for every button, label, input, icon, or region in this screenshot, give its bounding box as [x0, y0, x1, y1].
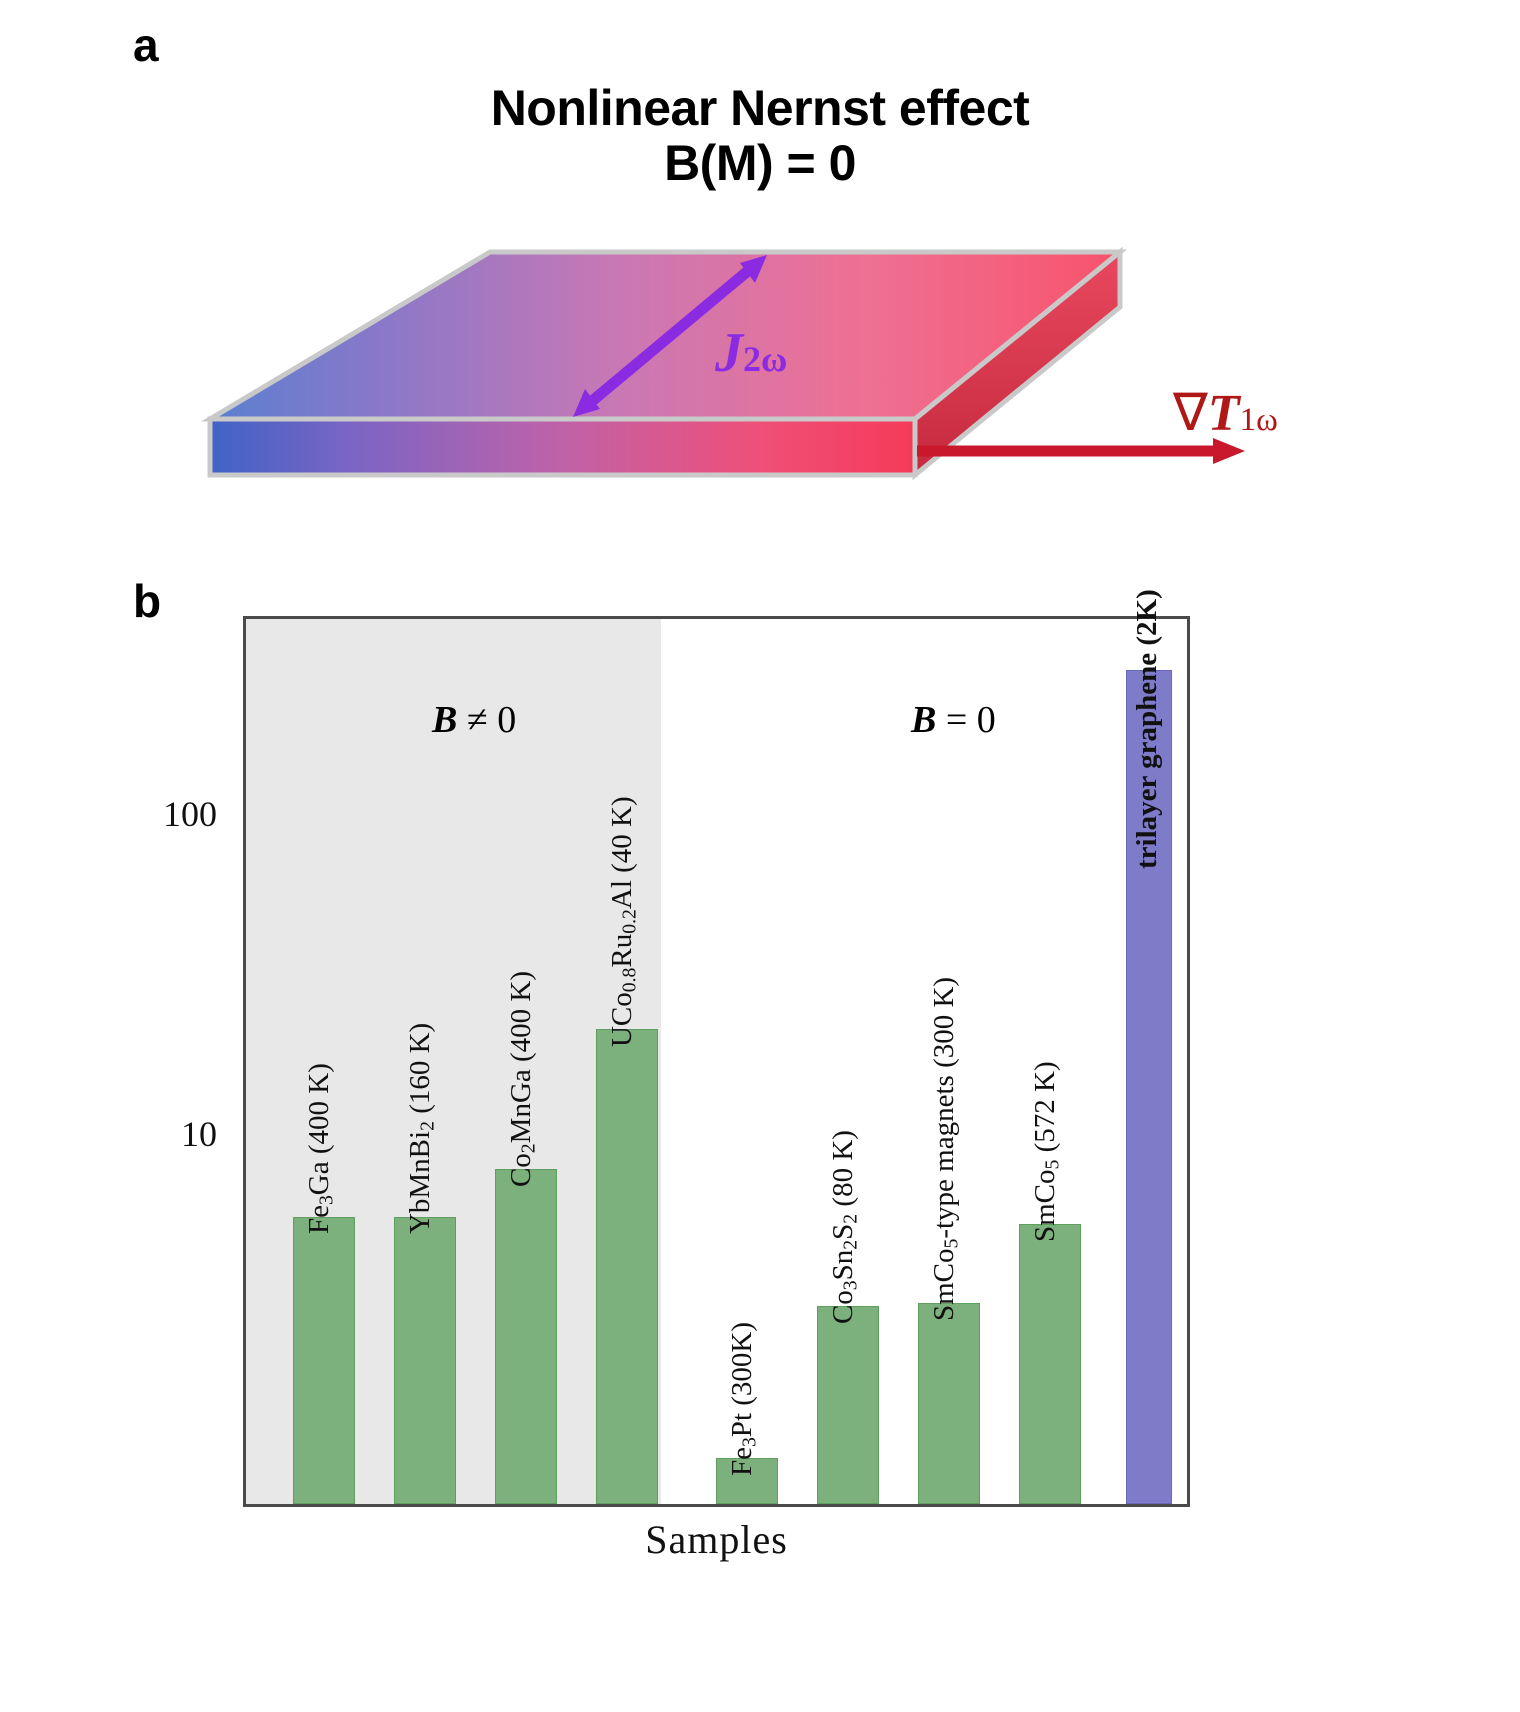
- bar-label-5: Fe3Pt (300K): [725, 1322, 761, 1477]
- bar-label-6: Co3Sn2S2 (80 K): [826, 1129, 862, 1324]
- title-line-1: Nonlinear Nernst effect: [490, 80, 1030, 136]
- bar-label-4: UCo0.8Ru0.2Al (40 K): [605, 796, 641, 1047]
- bar-2[interactable]: [394, 1216, 456, 1504]
- panel-label-b: b: [133, 575, 162, 627]
- bar-chart-plot: B ≠ 0 B = 0 Fe3Ga (400 K) YbMnBi2 (160 K)…: [243, 590, 1190, 1507]
- slab-front-face: [207, 416, 918, 478]
- bar-label-8: SmCo5 (572 K): [1028, 1061, 1064, 1243]
- thermal-gradient-slab: [195, 235, 1265, 510]
- current-arrow-j2omega: [573, 255, 767, 417]
- bar-label-2: YbMnBi2 (160 K): [403, 1023, 439, 1235]
- panel-label-a: a: [133, 19, 159, 71]
- bar-8[interactable]: [1019, 1224, 1081, 1504]
- current-label-j2omega: J2ω: [715, 322, 788, 384]
- x-axis-title: Samples: [645, 1517, 788, 1562]
- bar-label-9: trilayer graphene (2K): [1131, 589, 1163, 870]
- bar-1[interactable]: [293, 1216, 355, 1504]
- plot-area: B ≠ 0 B = 0 Fe3Ga (400 K) YbMnBi2 (160 K)…: [246, 590, 1187, 1504]
- gradient-label-nabla-t: ∇T1ω: [1173, 385, 1278, 442]
- panel-a-schematic: a Nonlinear Nernst effect B(M) = 0: [0, 0, 1520, 560]
- title-line-2: B(M) = 0: [664, 135, 856, 191]
- region-annotation-b-zero: B = 0: [911, 699, 996, 741]
- bar-7[interactable]: [918, 1303, 980, 1504]
- y-tick-label-100: 100: [163, 794, 217, 835]
- bar-9[interactable]: [1126, 670, 1172, 1504]
- gradient-arrow-nabla-t: [917, 438, 1245, 464]
- bar-4[interactable]: [596, 1028, 658, 1504]
- bar-3[interactable]: [495, 1169, 557, 1504]
- panel-a-title: Nonlinear Nernst effect B(M) = 0: [0, 80, 1520, 192]
- bar-6[interactable]: [817, 1305, 879, 1504]
- bar-label-3: Co2MnGa (400 K): [504, 971, 540, 1188]
- bar-5[interactable]: [716, 1458, 778, 1504]
- y-tick-label-10: 10: [181, 1114, 217, 1155]
- region-annotation-b-nonzero: B ≠ 0: [432, 699, 517, 741]
- bar-label-1: Fe3Ga (400 K): [302, 1063, 338, 1235]
- bar-label-7: SmCo5-type magnets (300 K): [927, 977, 963, 1322]
